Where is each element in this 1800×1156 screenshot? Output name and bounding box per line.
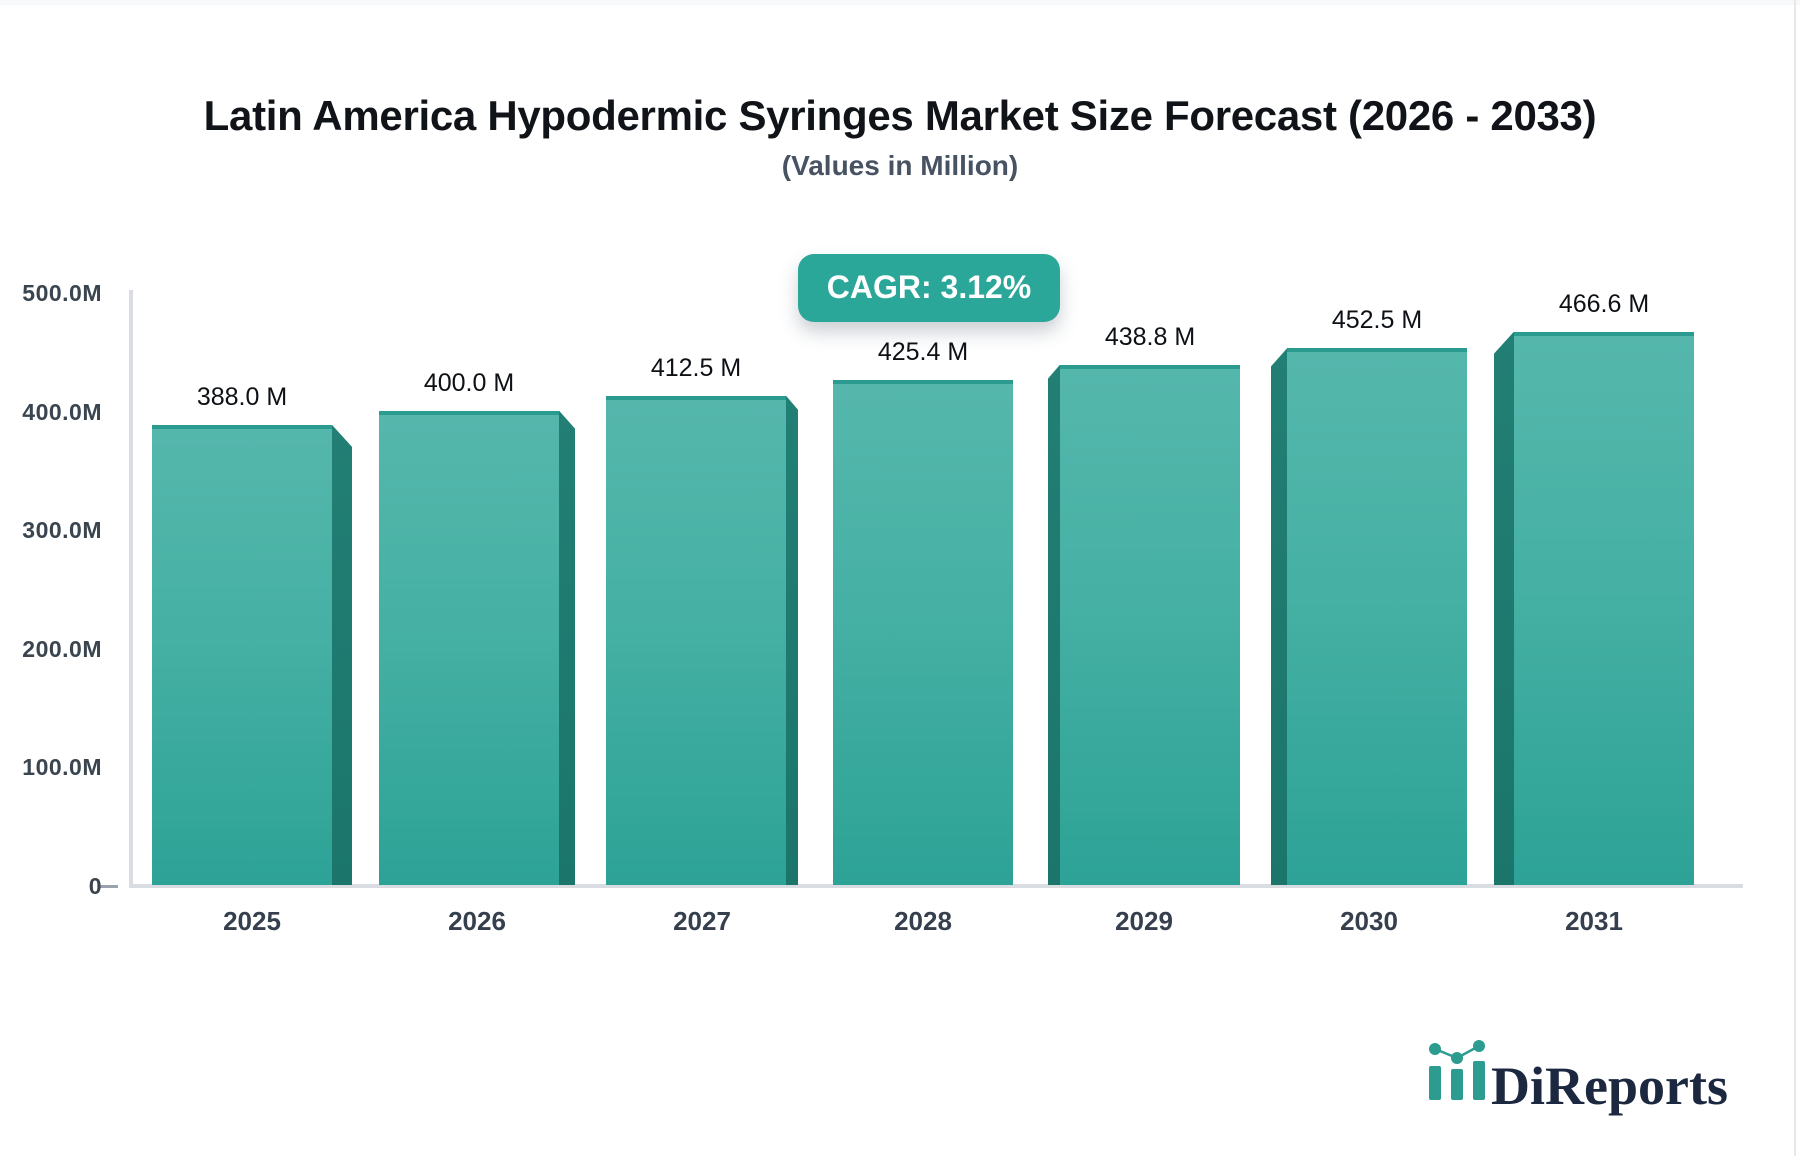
x-axis-baseline: [129, 884, 1743, 888]
x-tick-label-2031: 2031: [1565, 906, 1623, 936]
bar-value-label-2029: 438.8 M: [1104, 322, 1196, 351]
bar-2027: [606, 395, 786, 885]
y-tick-label-0: 0: [88, 873, 102, 899]
bar-value-label-2026: 400.0 M: [423, 368, 515, 397]
y-tick-label-200.0M: 200.0M: [22, 635, 102, 662]
brand-logo: DiReports: [1428, 1036, 1728, 1113]
bar-2029: [1060, 364, 1240, 885]
bar-3d-side-2025: [332, 424, 352, 885]
bar-2030: [1287, 348, 1467, 885]
bar-2028: [833, 380, 1013, 885]
y-tick-label-400.0M: 400.0M: [22, 398, 102, 425]
y-axis-line: [129, 290, 133, 888]
x-tick-label-2030: 2030: [1340, 906, 1398, 936]
bar-3d-side-2029: [1048, 364, 1060, 885]
y-tick-label-500.0M: 500.0M: [22, 280, 102, 306]
y-tick-label-100.0M: 100.0M: [22, 754, 102, 781]
cagr-badge: CAGR: 3.12%: [798, 254, 1060, 322]
zero-tick-mark: [100, 885, 118, 888]
bar-value-label-2027: 412.5 M: [650, 353, 742, 382]
bar-chart-logo-icon: [1429, 1040, 1485, 1100]
x-tick-label-2029: 2029: [1115, 906, 1173, 936]
bar-3d-side-2030: [1271, 348, 1287, 885]
bar-value-label-2028: 425.4 M: [877, 338, 969, 367]
bar-2031: [1514, 331, 1694, 885]
y-tick-label-300.0M: 300.0M: [22, 517, 102, 544]
x-tick-label-2028: 2028: [894, 906, 952, 936]
brand-name: DiReports: [1491, 1056, 1728, 1116]
bar-2025: [152, 424, 332, 885]
chart-subtitle: (Values in Million): [781, 150, 1019, 181]
bar-3d-side-2026: [559, 410, 575, 885]
bar-3d-side-2027: [786, 395, 798, 885]
chart-title: Latin America Hypodermic Syringes Market…: [203, 92, 1597, 139]
bar-value-label-2031: 466.6 M: [1558, 289, 1650, 318]
bar-value-label-2025: 388.0 M: [196, 382, 288, 411]
bar-3d-side-2031: [1494, 331, 1514, 885]
x-tick-label-2027: 2027: [673, 906, 731, 936]
x-tick-label-2025: 2025: [223, 906, 281, 936]
page-top-edge: [0, 0, 1800, 5]
bar-2026: [379, 410, 559, 885]
page-right-edge: [1794, 0, 1796, 1156]
x-tick-label-2026: 2026: [448, 906, 506, 936]
bar-value-label-2030: 452.5 M: [1331, 306, 1423, 335]
